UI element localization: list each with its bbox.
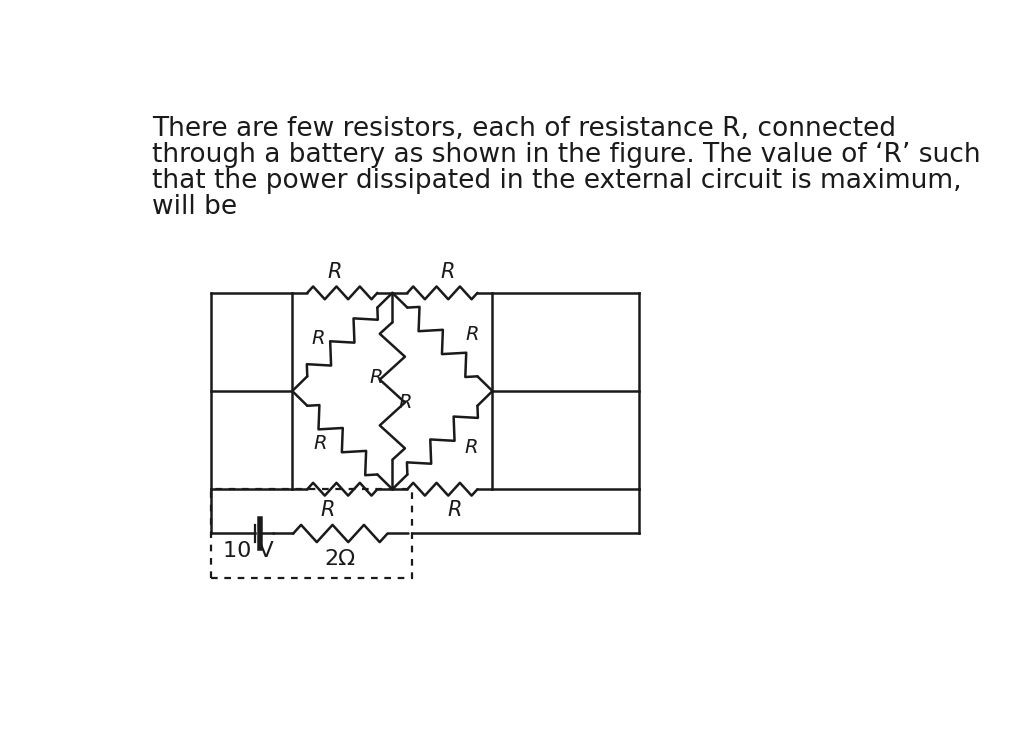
- Text: 2Ω: 2Ω: [325, 549, 356, 569]
- Text: will be: will be: [153, 194, 238, 221]
- Text: R: R: [466, 325, 479, 344]
- Bar: [211, 489, 412, 578]
- Text: R: R: [398, 393, 412, 412]
- Text: R: R: [370, 367, 383, 387]
- Text: R: R: [464, 438, 477, 457]
- Text: R: R: [447, 500, 462, 520]
- Text: R: R: [313, 434, 327, 453]
- Text: 10 V: 10 V: [223, 541, 273, 561]
- Text: R: R: [312, 328, 326, 348]
- Text: R: R: [327, 262, 342, 282]
- Text: R: R: [321, 500, 335, 520]
- Text: R: R: [440, 262, 455, 282]
- Text: There are few resistors, each of resistance R, connected: There are few resistors, each of resista…: [153, 116, 896, 142]
- Text: through a battery as shown in the figure. The value of ‘R’ such: through a battery as shown in the figure…: [153, 142, 981, 168]
- Text: that the power dissipated in the external circuit is maximum,: that the power dissipated in the externa…: [153, 168, 962, 194]
